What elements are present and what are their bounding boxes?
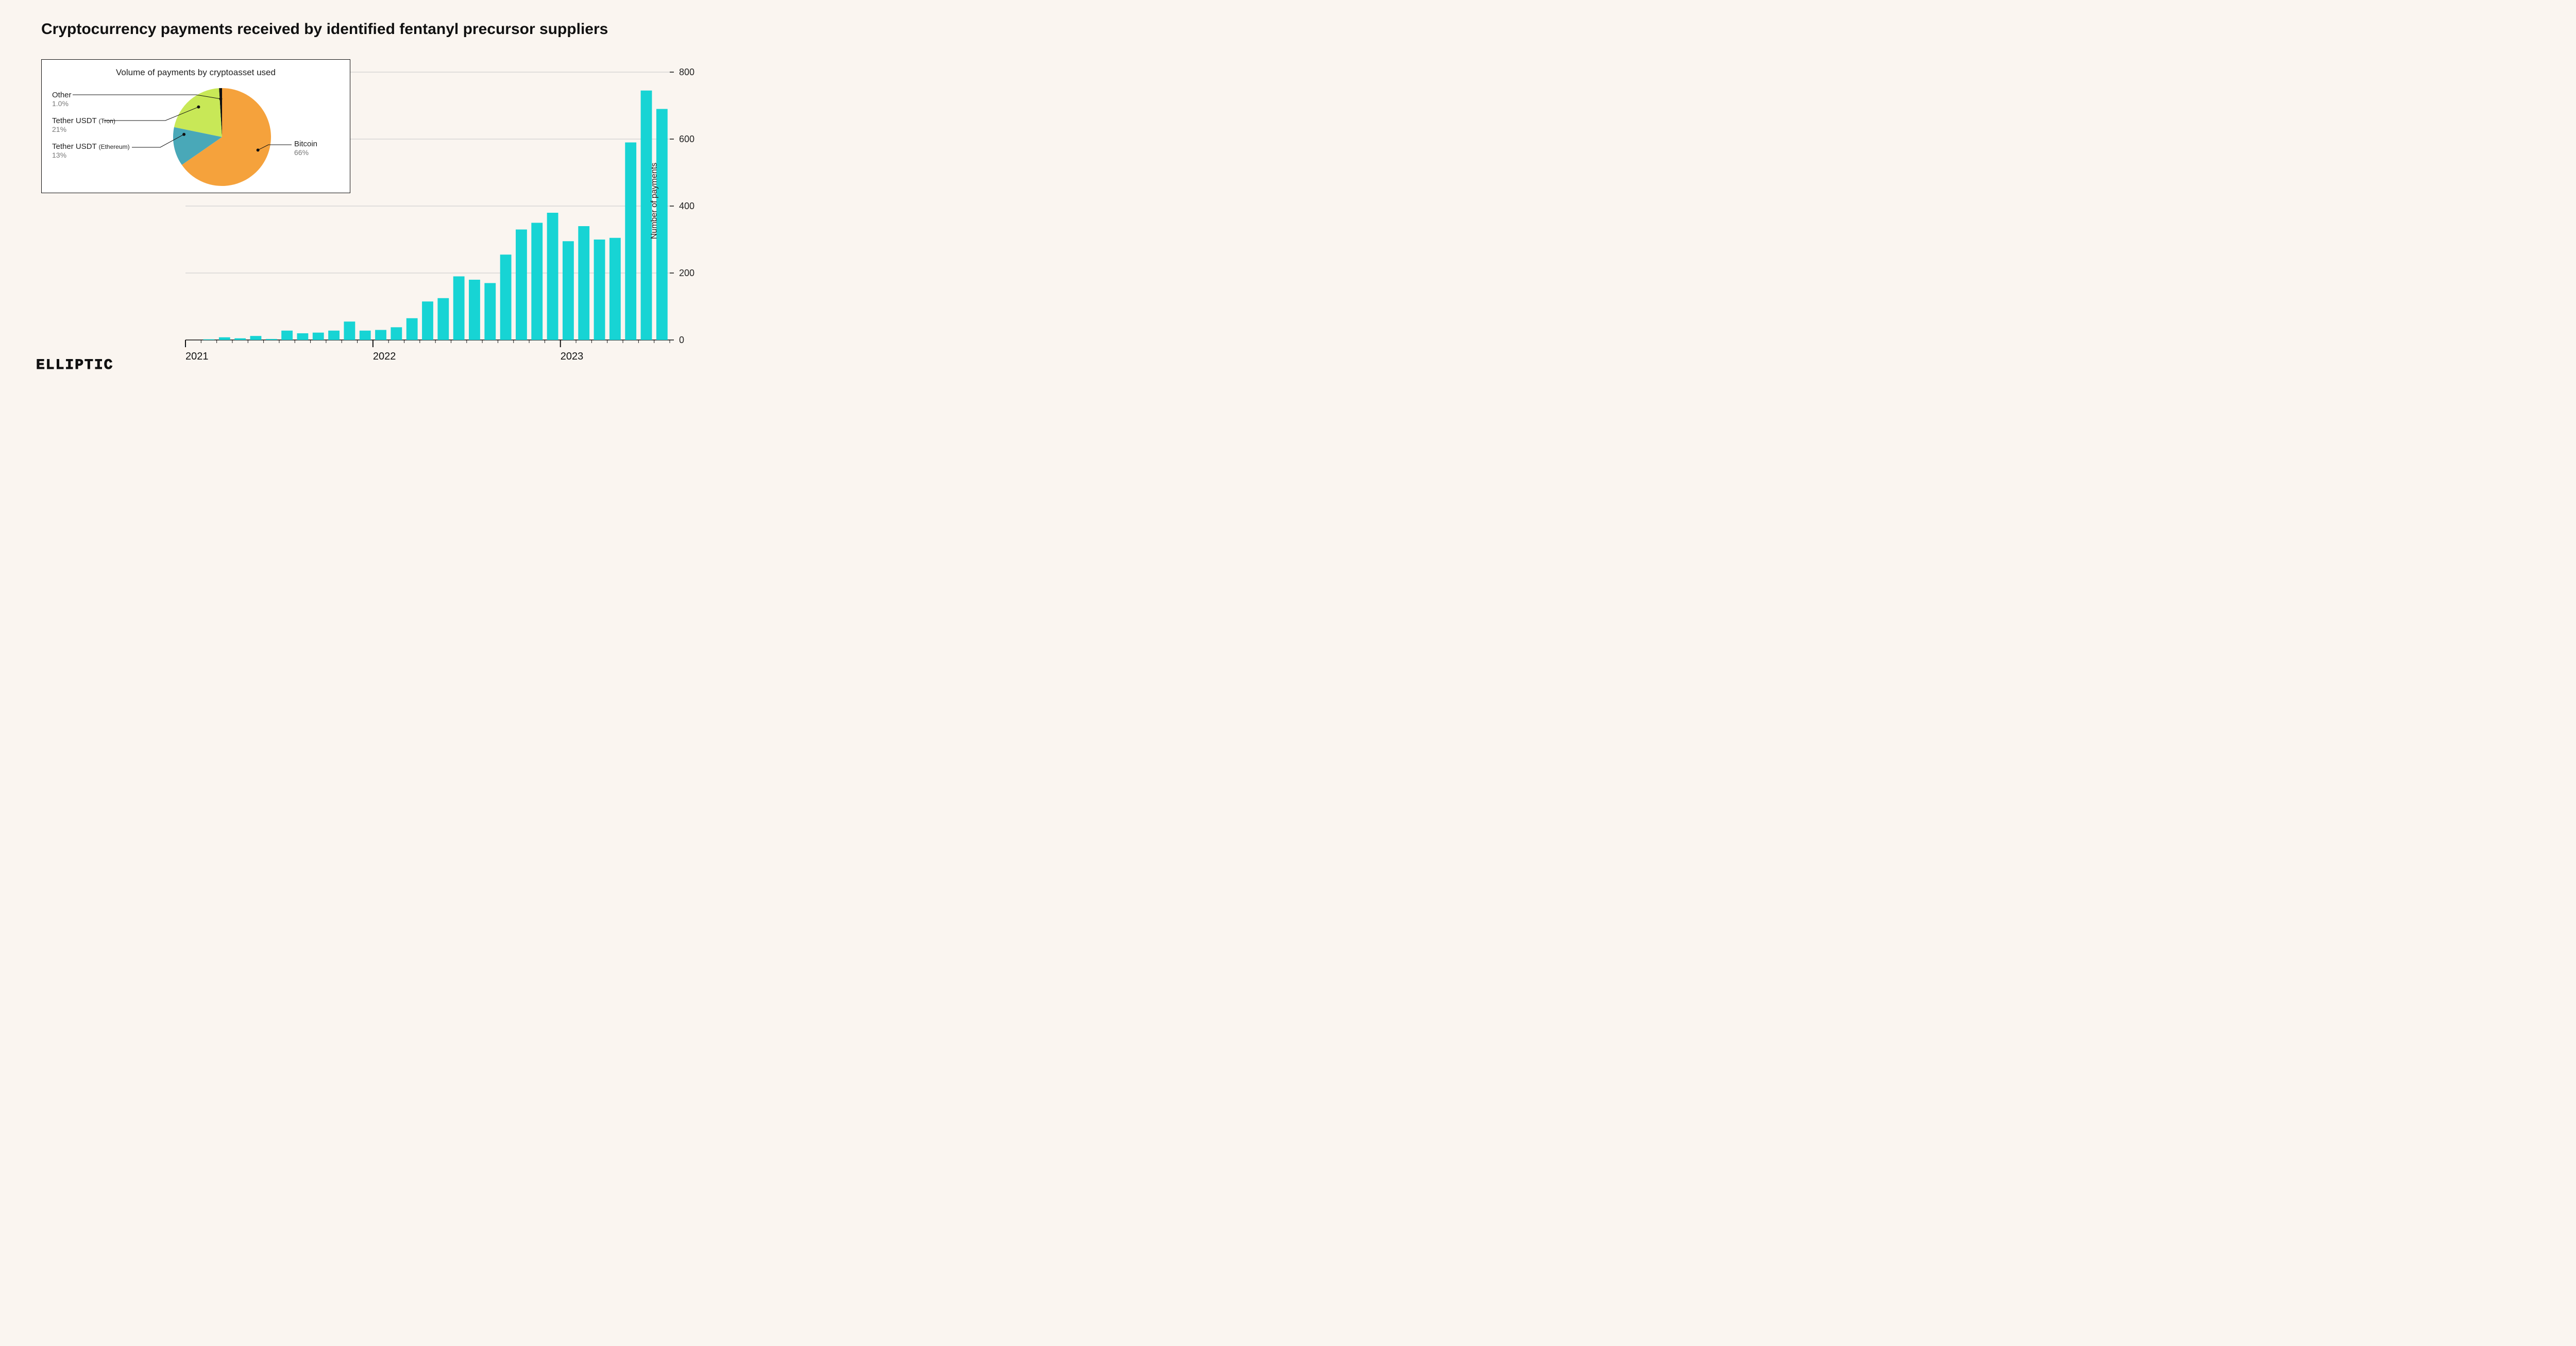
- pie-chart-svg: [171, 86, 274, 189]
- pie-label-tron: Tether USDT (Tron) 21%: [52, 116, 115, 134]
- y-axis-label: Number of payments: [650, 163, 659, 240]
- svg-text:0: 0: [679, 335, 684, 345]
- elliptic-logo: ELLIPTIC: [36, 357, 113, 373]
- svg-text:2022: 2022: [373, 351, 396, 362]
- pie-label-other: Other 1.0%: [52, 91, 72, 108]
- pie-wrap: [171, 86, 274, 191]
- svg-text:800: 800: [679, 67, 694, 77]
- svg-text:400: 400: [679, 201, 694, 211]
- svg-text:2023: 2023: [561, 351, 584, 362]
- svg-text:600: 600: [679, 134, 694, 144]
- pie-label-eth: Tether USDT (Ethereum) 13%: [52, 142, 130, 160]
- pie-inset: Volume of payments by cryptoasset used O…: [41, 59, 350, 193]
- svg-text:200: 200: [679, 268, 694, 278]
- pie-label-bitcoin: Bitcoin 66%: [294, 140, 317, 157]
- chart-title: Cryptocurrency payments received by iden…: [41, 21, 608, 38]
- chart-container: Cryptocurrency payments received by iden…: [0, 0, 773, 404]
- svg-text:2021: 2021: [185, 351, 209, 362]
- pie-title: Volume of payments by cryptoasset used: [42, 67, 350, 78]
